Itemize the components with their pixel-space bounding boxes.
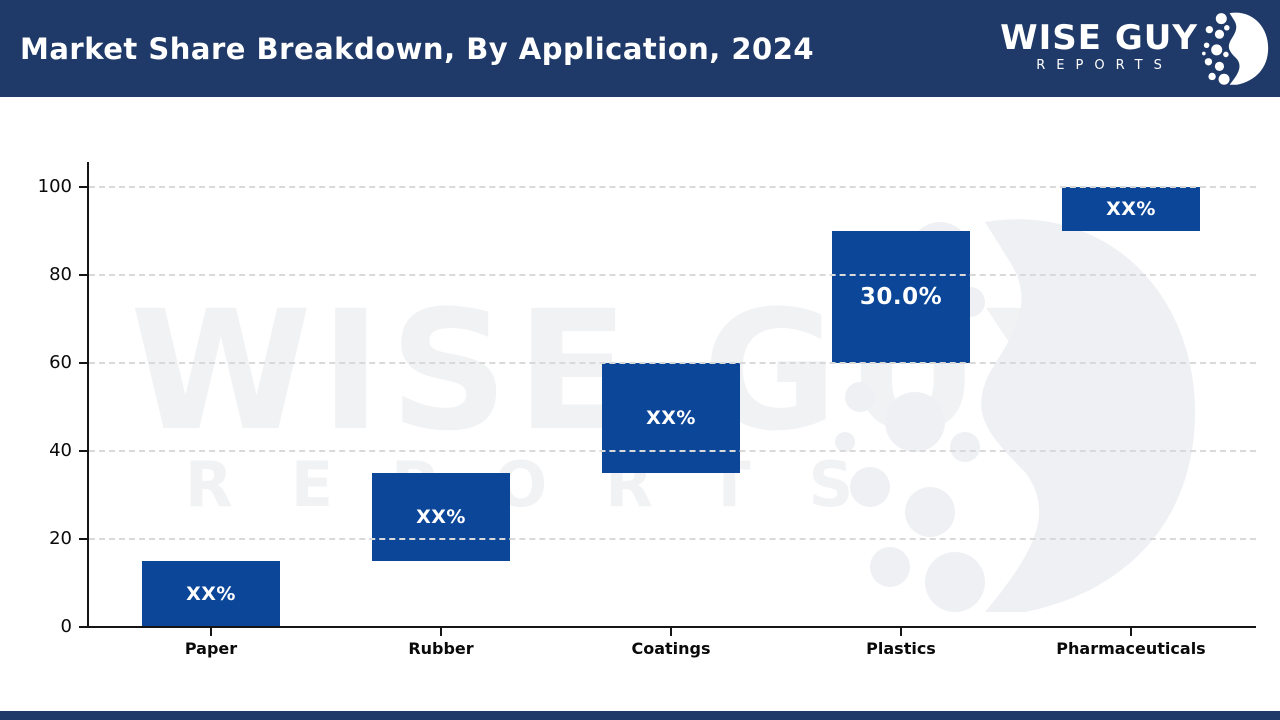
logo-wordmark: WISE GUY: [1000, 18, 1198, 58]
y-tick-label-100: 100: [37, 176, 72, 197]
x-category-label-plastics: Plastics: [866, 639, 936, 658]
gridline-y-20: [89, 538, 1256, 540]
gridline-y-60: [89, 362, 1256, 364]
y-tick-mark-60: [79, 362, 87, 364]
bar-value-label-coatings: XX%: [646, 407, 696, 429]
logo-subtitle: REPORTS: [1036, 58, 1173, 73]
bar-value-label-plastics: 30.0%: [859, 284, 943, 310]
logo-text: WISE GUY REPORTS: [1000, 20, 1198, 73]
y-tick-mark-100: [79, 186, 87, 188]
y-tick-label-40: 40: [49, 440, 72, 461]
wise-guy-logo: WISE GUY REPORTS: [1000, 0, 1270, 97]
y-tick-label-0: 0: [60, 616, 72, 637]
bar-pharmaceuticals: XX%: [1062, 187, 1200, 231]
page-title: Market Share Breakdown, By Application, …: [20, 31, 815, 66]
x-tick-mark-plastics: [900, 628, 902, 636]
watermark-text-line2: REPORTS: [185, 448, 912, 521]
bar-plastics: 30.0%: [832, 231, 970, 363]
header-bar: Market Share Breakdown, By Application, …: [0, 0, 1280, 97]
y-tick-mark-20: [79, 538, 87, 540]
y-axis-line: [87, 162, 89, 628]
y-tick-label-60: 60: [49, 352, 72, 373]
bar-paper: XX%: [142, 561, 280, 627]
bar-rubber: XX%: [372, 473, 510, 561]
footer-bar: [0, 711, 1280, 720]
x-category-label-paper: Paper: [184, 639, 238, 658]
bar-value-label-paper: XX%: [186, 583, 236, 605]
x-tick-mark-rubber: [440, 628, 442, 636]
y-tick-mark-0: [79, 626, 87, 628]
x-tick-mark-coatings: [670, 628, 672, 636]
bar-coatings: XX%: [602, 363, 740, 473]
y-tick-mark-40: [79, 450, 87, 452]
bar-value-label-pharmaceuticals: XX%: [1106, 198, 1156, 220]
gridline-y-80: [89, 274, 1256, 276]
x-category-label-pharmaceuticals: Pharmaceuticals: [1056, 639, 1206, 658]
x-axis-line: [87, 626, 1256, 628]
gridline-y-40: [89, 450, 1256, 452]
logo-face-icon: [1202, 12, 1269, 85]
x-category-label-coatings: Coatings: [631, 639, 711, 658]
gridline-y-100: [89, 186, 1256, 188]
y-tick-label-20: 20: [49, 528, 72, 549]
y-tick-label-80: 80: [49, 264, 72, 285]
y-tick-mark-80: [79, 274, 87, 276]
x-tick-mark-paper: [210, 628, 212, 636]
bar-value-label-rubber: XX%: [416, 506, 466, 528]
x-tick-mark-pharmaceuticals: [1130, 628, 1132, 636]
x-category-label-rubber: Rubber: [408, 639, 474, 658]
